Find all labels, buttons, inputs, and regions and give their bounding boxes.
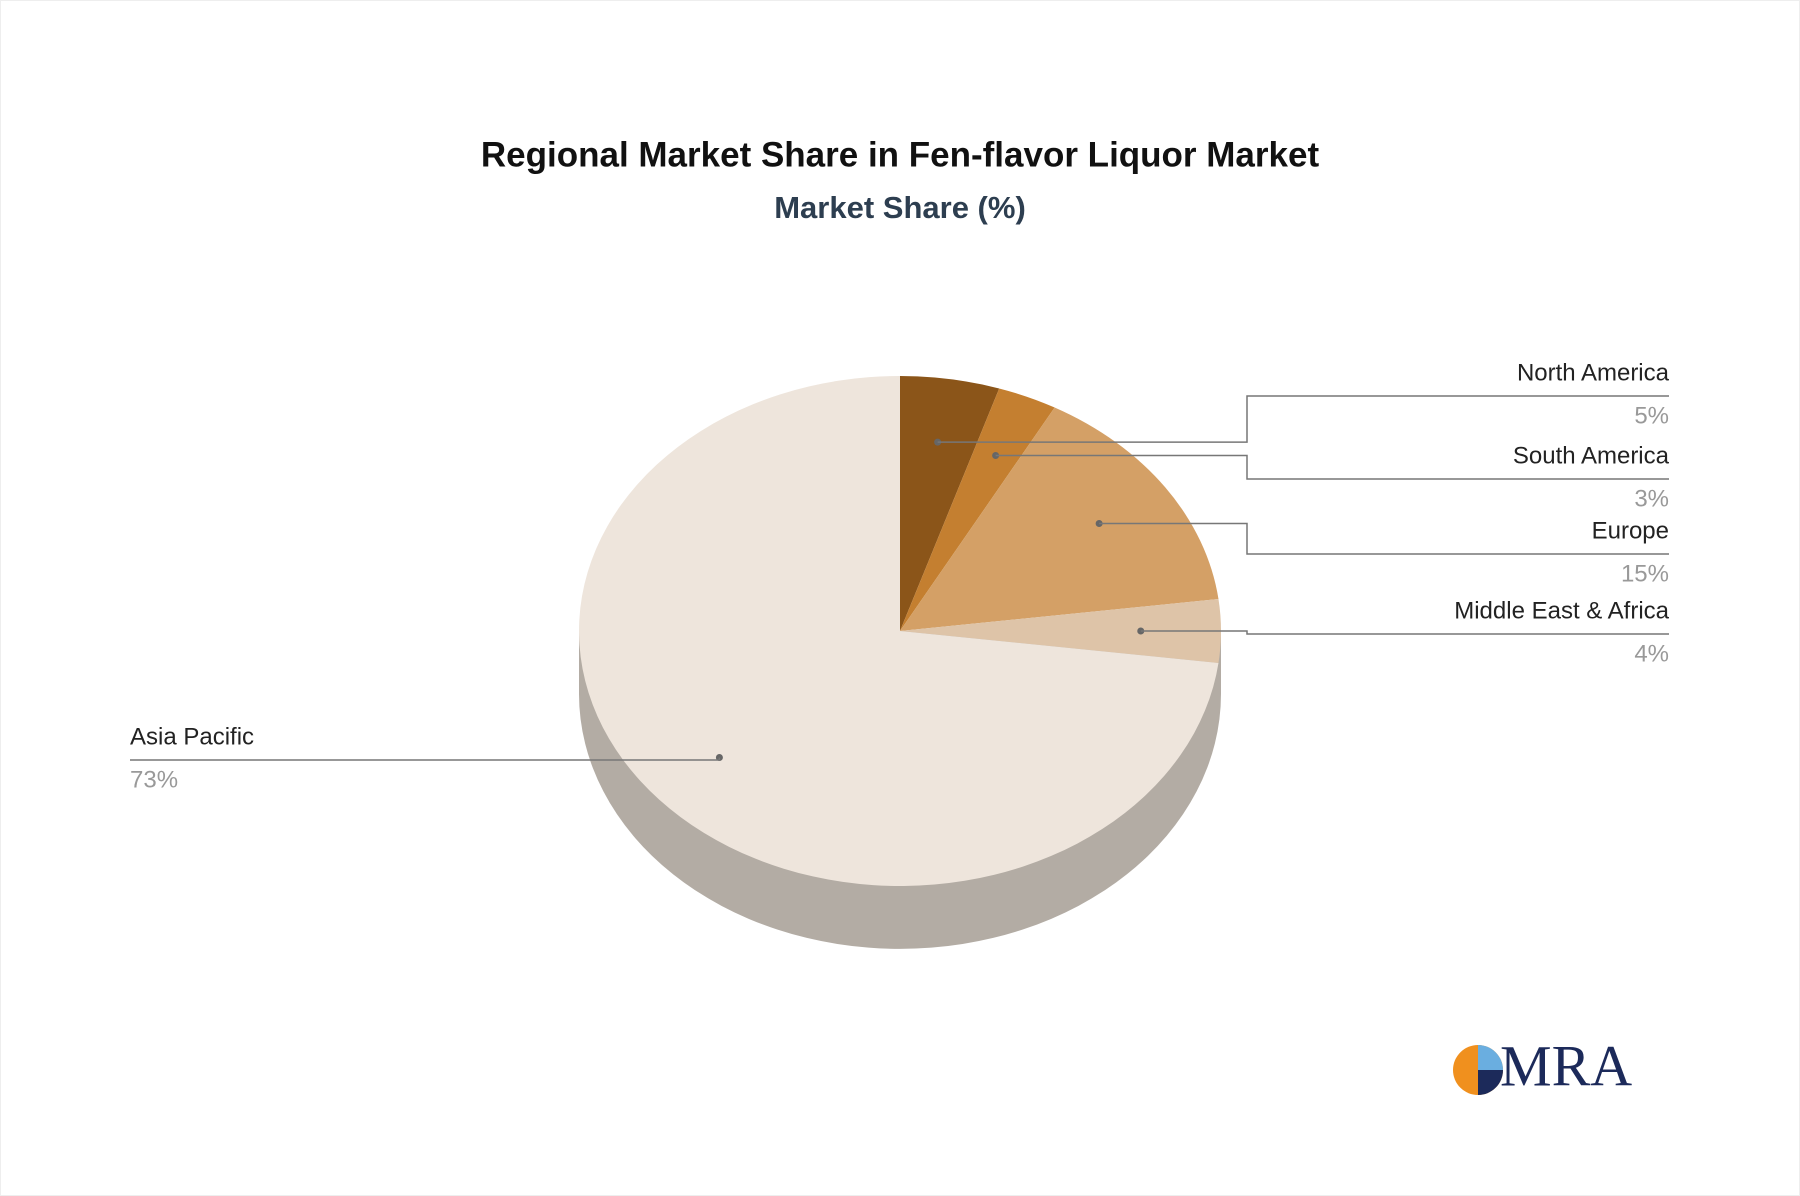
leader-line bbox=[1140, 630, 1669, 635]
pie-slice bbox=[900, 407, 1219, 631]
slice-value: 3% bbox=[1634, 485, 1669, 512]
logo-text: MRA bbox=[1500, 1033, 1632, 1098]
pie-slice bbox=[900, 376, 1000, 631]
pie-slice bbox=[579, 375, 1219, 886]
slice-value: 73% bbox=[130, 766, 178, 793]
leader-line bbox=[937, 395, 1669, 443]
leader-line bbox=[1099, 522, 1669, 555]
pie-slice bbox=[900, 599, 1221, 663]
labels: North America 5% South America 3% Europe 15% M… bbox=[130, 359, 1670, 793]
slice-label: Middle East & Africa bbox=[1454, 597, 1669, 624]
pie-slice bbox=[900, 388, 1055, 631]
slice-label: Asia Pacific bbox=[130, 723, 254, 750]
slice-value: 5% bbox=[1634, 402, 1669, 429]
pie bbox=[579, 375, 1221, 949]
logo-icon-part bbox=[1478, 1045, 1503, 1070]
slice-label: Europe bbox=[1592, 517, 1669, 544]
slice-label: North America bbox=[1517, 359, 1670, 386]
leader-line bbox=[130, 757, 721, 761]
leader-line bbox=[995, 454, 1669, 480]
chart-title: Regional Market Share in Fen-flavor Liqu… bbox=[481, 135, 1320, 174]
logo-icon-part bbox=[1478, 1070, 1503, 1095]
slice-value: 15% bbox=[1621, 560, 1669, 587]
slice-label: South America bbox=[1513, 442, 1670, 469]
chart-subtitle: Market Share (%) bbox=[774, 190, 1026, 225]
logo: MRA bbox=[1453, 1033, 1632, 1098]
slice-value: 4% bbox=[1634, 640, 1669, 667]
